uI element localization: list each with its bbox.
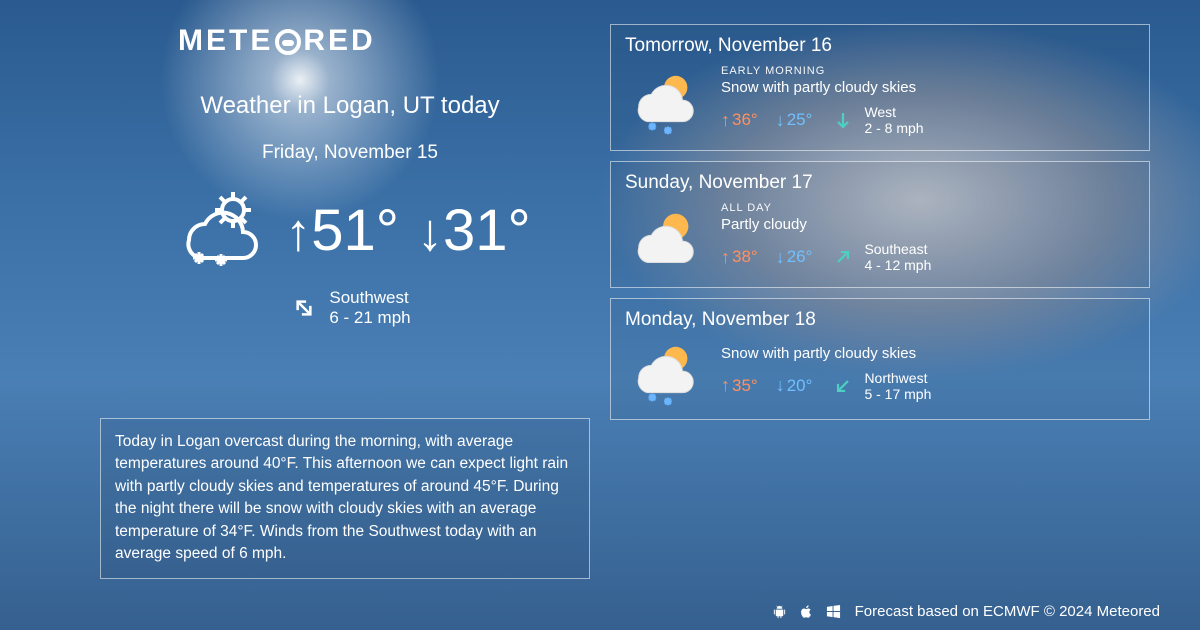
forecast-condition-icon — [625, 339, 703, 405]
location-title: Weather in Logan, UT today — [100, 92, 600, 120]
forecast-day-0[interactable]: Tomorrow, November 16 EARLY MORNING Snow… — [610, 24, 1150, 151]
forecast-day-2[interactable]: Monday, November 18 Snow with partly clo… — [610, 298, 1150, 420]
forecast-high: ↑38° — [721, 247, 758, 268]
forecast-condition: Snow with partly cloudy skies — [721, 79, 1135, 96]
forecast-day-title: Sunday, November 17 — [625, 172, 1135, 194]
today-low: ↓31° — [417, 197, 531, 264]
today-wind: Southwest 6 - 21 mph — [100, 288, 600, 329]
apple-icon — [799, 604, 814, 619]
forecast-condition: Snow with partly cloudy skies — [721, 345, 1135, 362]
brand-logo-icon — [275, 29, 301, 55]
forecast-wind: Southeast4 - 12 mph — [830, 241, 931, 273]
today-panel: Weather in Logan, UT today Friday, Novem… — [100, 92, 600, 329]
forecast-condition-icon — [625, 205, 703, 271]
forecast-low: ↓26° — [776, 247, 813, 268]
forecast-high: ↑35° — [721, 375, 758, 396]
forecast-period: ALL DAY — [721, 202, 1135, 214]
brand-logo: METE RED — [178, 24, 376, 58]
forecast-condition-icon — [625, 68, 703, 134]
wind-arrow-icon — [830, 373, 856, 399]
android-icon — [772, 604, 787, 619]
today-wind-dir: Southwest — [329, 288, 410, 308]
wind-arrow-icon — [830, 107, 856, 133]
footer-text: Forecast based on ECMWF © 2024 Meteored — [855, 603, 1160, 620]
forecast-wind: Northwest5 - 17 mph — [830, 370, 931, 402]
windows-icon — [826, 604, 841, 619]
today-condition-icon — [169, 190, 261, 270]
today-main: ↑51° ↓31° — [100, 190, 600, 270]
forecast-low: ↓25° — [776, 110, 813, 131]
today-wind-speed: 6 - 21 mph — [329, 308, 410, 328]
forecast-wind: West2 - 8 mph — [830, 104, 923, 136]
forecast-period: EARLY MORNING — [721, 65, 1135, 77]
footer: Forecast based on ECMWF © 2024 Meteored — [0, 603, 1200, 620]
forecast-day-1[interactable]: Sunday, November 17 ALL DAY Partly cloud… — [610, 161, 1150, 288]
today-description: Today in Logan overcast during the morni… — [100, 418, 590, 579]
wind-arrow-icon — [289, 293, 319, 323]
brand-text-2: RED — [303, 24, 375, 58]
today-high: ↑51° — [285, 197, 399, 264]
today-date: Friday, November 15 — [100, 142, 600, 164]
platform-icons — [772, 604, 841, 619]
wind-arrow-icon — [830, 244, 856, 270]
forecast-panel: Tomorrow, November 16 EARLY MORNING Snow… — [610, 24, 1150, 420]
forecast-condition: Partly cloudy — [721, 216, 1135, 233]
forecast-day-title: Tomorrow, November 16 — [625, 35, 1135, 57]
forecast-low: ↓20° — [776, 375, 813, 396]
brand-text-1: METE — [178, 24, 273, 58]
forecast-high: ↑36° — [721, 110, 758, 131]
forecast-day-title: Monday, November 18 — [625, 309, 1135, 331]
